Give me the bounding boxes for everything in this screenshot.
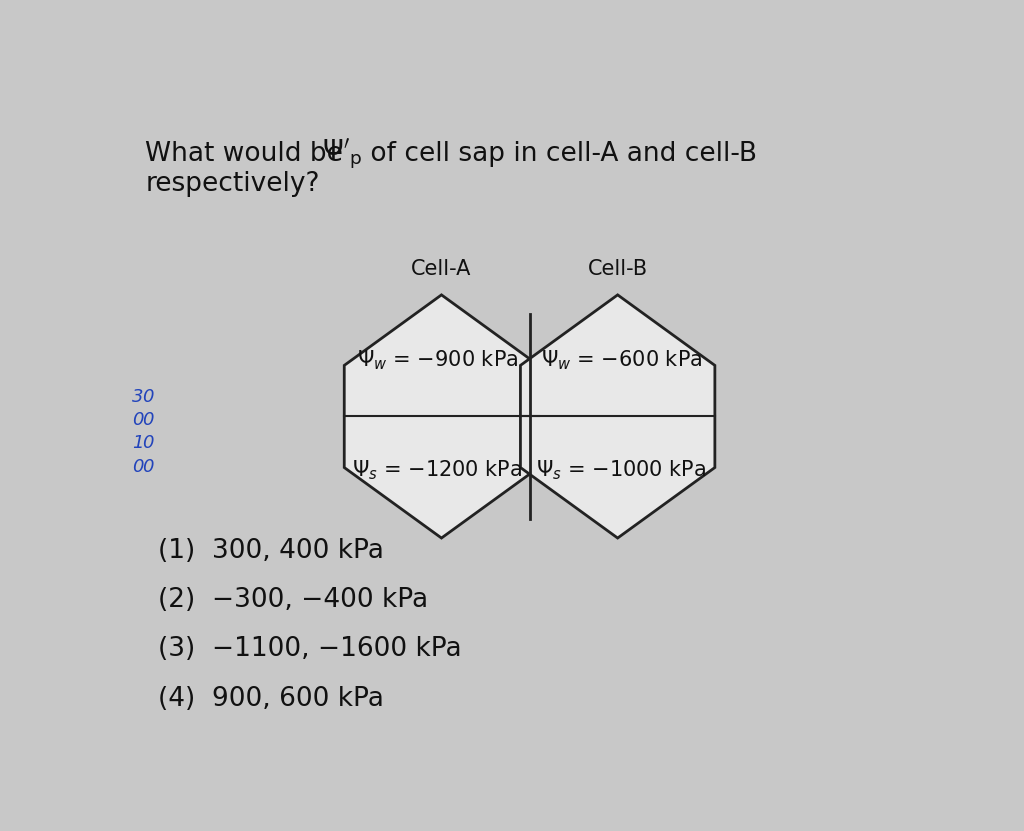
- Text: 0: 0: [142, 435, 154, 452]
- Text: (4)  900, 600 kPa: (4) 900, 600 kPa: [158, 686, 384, 711]
- Text: $\Psi_w$ = −900 kPa: $\Psi_w$ = −900 kPa: [356, 349, 518, 372]
- Text: (3)  −1100, −1600 kPa: (3) −1100, −1600 kPa: [158, 637, 462, 662]
- Text: 0: 0: [132, 458, 143, 476]
- Text: $\Psi'_{\mathregular{p}}$: $\Psi'_{\mathregular{p}}$: [323, 137, 362, 171]
- Polygon shape: [520, 295, 715, 538]
- Text: Cell-B: Cell-B: [588, 259, 648, 279]
- Text: What would be: What would be: [145, 141, 351, 167]
- Text: 0: 0: [142, 458, 154, 476]
- Text: 0: 0: [142, 411, 154, 429]
- Text: 3: 3: [132, 388, 143, 406]
- Text: 1: 1: [132, 435, 143, 452]
- Text: (1)  300, 400 kPa: (1) 300, 400 kPa: [158, 538, 384, 563]
- Text: $\Psi_s$ = −1000 kPa: $\Psi_s$ = −1000 kPa: [537, 458, 707, 482]
- Text: respectively?: respectively?: [145, 171, 319, 197]
- Text: $\Psi_w$ = −600 kPa: $\Psi_w$ = −600 kPa: [541, 349, 702, 372]
- Text: $\Psi_s$ = −1200 kPa: $\Psi_s$ = −1200 kPa: [352, 458, 522, 482]
- Text: 0: 0: [142, 388, 154, 406]
- Text: 0: 0: [132, 411, 143, 429]
- Polygon shape: [344, 295, 539, 538]
- Text: Cell-A: Cell-A: [412, 259, 472, 279]
- Text: (2)  −300, −400 kPa: (2) −300, −400 kPa: [158, 587, 428, 613]
- Text: of cell sap in cell-A and cell-B: of cell sap in cell-A and cell-B: [362, 141, 757, 167]
